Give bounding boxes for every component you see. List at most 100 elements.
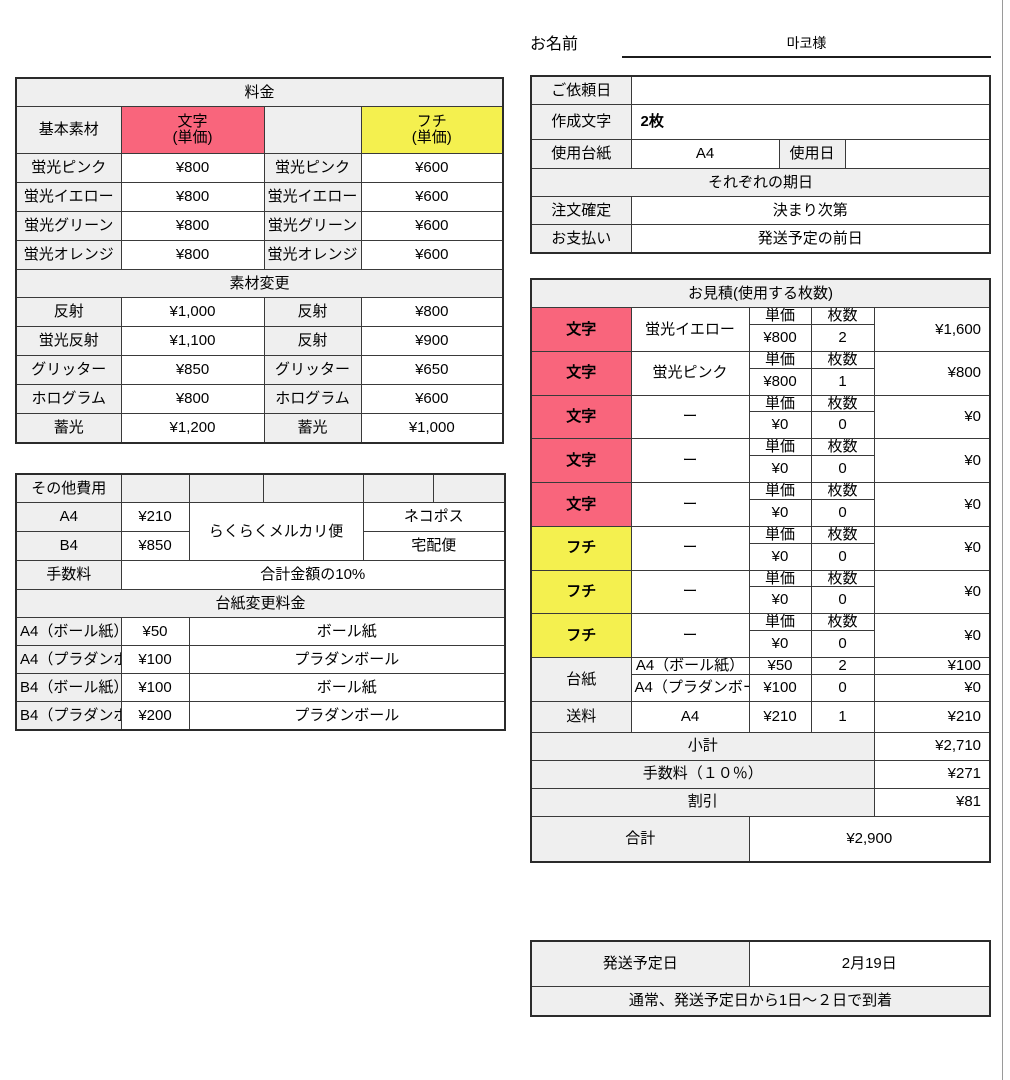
change-material-name: グリッター — [15, 355, 122, 385]
quantity-label: 枚数 — [810, 482, 875, 500]
change-fuchi-material: ホログラム — [263, 384, 362, 414]
estimate-mount-name: A4（プラダンボール） — [630, 673, 750, 702]
mount-change-title-row: 台紙変更料金 — [15, 589, 506, 618]
base-fuchi-material: 蛍光グリーン — [263, 211, 362, 241]
estimate-item-material: ー — [630, 482, 750, 527]
estimate-item-material: 蛍光イエロー — [630, 307, 750, 352]
mount-change-material: プラダンボール — [188, 701, 506, 731]
estimate-item-unit[interactable]: ¥0 — [748, 455, 812, 483]
estimate-postage-name: A4 — [630, 700, 750, 733]
base-fuchi-material: 蛍光オレンジ — [263, 240, 362, 270]
change-fuchi-material: グリッター — [263, 355, 362, 385]
estimate-item-amount: ¥0 — [873, 569, 991, 615]
header-blank — [263, 106, 362, 154]
shipping-b4-price: ¥850 — [120, 531, 190, 561]
estimate-postage-row: 送料 A4 ¥210 1 ¥210 — [530, 700, 991, 733]
estimate-item-kind: 文字 — [530, 394, 632, 440]
other-costs-blank-2 — [188, 473, 264, 503]
shipping-date-label: 発送予定日 — [530, 940, 750, 987]
other-costs-blank-1 — [120, 473, 190, 503]
estimate-item-material: ー — [630, 394, 750, 440]
use-date-value[interactable] — [844, 139, 991, 169]
estimate-postage-qty[interactable]: 1 — [810, 700, 875, 733]
estimate-postage-unit[interactable]: ¥210 — [748, 700, 812, 733]
shipping-a4-price: ¥210 — [120, 502, 190, 532]
estimate-item-qty[interactable]: 0 — [810, 411, 875, 440]
estimate-mount-amount: ¥100 — [873, 657, 991, 675]
estimate-mount-unit[interactable]: ¥50 — [748, 657, 812, 675]
price-table-header-row: 基本素材 文字 (単価) フチ (単価) — [15, 106, 504, 154]
created-chars-value[interactable]: 2枚 — [630, 104, 991, 140]
mount-change-title: 台紙変更料金 — [15, 589, 506, 618]
handling-fee-row: 手数料 合計金額の10% — [15, 560, 506, 590]
estimate-item-row: 文字 蛍光ピンク 単価 枚数 ¥800 — [530, 350, 991, 396]
other-costs-blank-5 — [432, 473, 506, 503]
estimate-item-qty[interactable]: 1 — [810, 367, 875, 396]
mount-change-label: B4（ボール紙） — [15, 673, 122, 702]
mount-used-label: 使用台紙 — [530, 139, 632, 169]
header-base-material: 基本素材 — [15, 106, 122, 154]
price-row: 蓄光 ¥1,200 蓄光 ¥1,000 — [15, 413, 504, 444]
estimate-mount-qty[interactable]: 2 — [810, 657, 875, 675]
estimate-item-kind: 文字 — [530, 307, 632, 352]
other-costs-blank-4 — [362, 473, 434, 503]
unit-price-label: 単価 — [748, 613, 812, 631]
request-date-value[interactable] — [630, 75, 991, 105]
payment-label: お支払い — [530, 224, 632, 254]
estimate-subtotal-label: 小計 — [530, 731, 875, 761]
each-deadline-row: それぞれの期日 — [530, 168, 991, 197]
estimate-mount-unit[interactable]: ¥100 — [748, 673, 812, 702]
estimate-item-unit[interactable]: ¥0 — [748, 411, 812, 440]
estimate-item-unit[interactable]: ¥0 — [748, 542, 812, 571]
mount-change-material: プラダンボール — [188, 645, 506, 674]
estimate-mount-amount: ¥0 — [873, 673, 991, 702]
estimate-item-material: 蛍光ピンク — [630, 350, 750, 396]
estimate-fee-row: 手数料（１０％） ¥271 — [530, 759, 991, 789]
other-costs-blank-3 — [262, 473, 364, 503]
unit-price-label: 単価 — [748, 307, 812, 325]
estimate-item-row: フチ ー 単価 枚数 ¥0 — [530, 613, 991, 658]
base-material-name: 蛍光オレンジ — [15, 240, 122, 270]
estimate-item-unit[interactable]: ¥0 — [748, 498, 812, 527]
estimate-item-qty[interactable]: 2 — [810, 323, 875, 352]
estimate-mount-qty[interactable]: 0 — [810, 673, 875, 702]
estimate-item-qty[interactable]: 0 — [810, 542, 875, 571]
estimate-title: お見積(使用する枚数) — [530, 278, 991, 308]
quantity-label: 枚数 — [810, 613, 875, 631]
mount-change-row: A4（プラダンボール） ¥100 プラダンボール — [15, 645, 506, 674]
estimate-item-amount: ¥0 — [873, 394, 991, 440]
order-confirm-label: 注文確定 — [530, 196, 632, 225]
mount-change-price: ¥50 — [120, 617, 190, 646]
shipping-note-row: 通常、発送予定日から1日〜２日で到着 — [530, 986, 991, 1017]
price-row: ホログラム ¥800 ホログラム ¥600 — [15, 384, 504, 414]
unit-price-label: 単価 — [748, 394, 812, 413]
estimate-item-unit[interactable]: ¥0 — [748, 630, 812, 658]
customer-name-field[interactable]: お名前 마코様 — [530, 18, 991, 58]
price-row: 蛍光イエロー ¥800 蛍光イエロー ¥600 — [15, 182, 504, 212]
estimate-item-qty[interactable]: 0 — [810, 498, 875, 527]
estimate-title-row: お見積(使用する枚数) — [530, 278, 991, 308]
estimate-postage-amount: ¥210 — [873, 700, 991, 733]
estimate-item-amount: ¥0 — [873, 482, 991, 527]
estimate-item-unit[interactable]: ¥0 — [748, 586, 812, 615]
estimate-item-unit[interactable]: ¥800 — [748, 323, 812, 352]
estimate-item-qty[interactable]: 0 — [810, 455, 875, 483]
base-fuchi-material: 蛍光イエロー — [263, 182, 362, 212]
estimate-mount-row: A4（プラダンボール） ¥100 0 ¥0 — [531, 673, 991, 702]
estimate-item-unit[interactable]: ¥800 — [748, 367, 812, 396]
customer-name-label: お名前 — [530, 36, 579, 53]
mount-used-value[interactable]: A4 — [630, 139, 780, 169]
customer-name-value[interactable]: 마코様 — [622, 33, 991, 58]
base-material-name: 蛍光ピンク — [15, 153, 122, 183]
created-chars-label: 作成文字 — [530, 104, 632, 140]
unit-price-label: 単価 — [748, 569, 812, 588]
estimate-item-qty[interactable]: 0 — [810, 586, 875, 615]
change-material-name: 蓄光 — [15, 413, 122, 444]
mount-change-label: A4（プラダンボール） — [15, 645, 122, 674]
estimate-item-qty[interactable]: 0 — [810, 630, 875, 658]
estimate-table: お見積(使用する枚数) 文字 蛍光イエロー 単価 枚数 ¥1,600 ¥800 … — [530, 278, 992, 863]
other-costs-table: その他費用 A4 ¥210 らくらくメルカリ便 ネコポス B4 ¥850 宅配便… — [15, 473, 506, 731]
shipping-date-value[interactable]: 2月19日 — [748, 940, 991, 987]
change-moji-price: ¥850 — [120, 355, 265, 385]
estimate-item-material: ー — [630, 438, 750, 483]
